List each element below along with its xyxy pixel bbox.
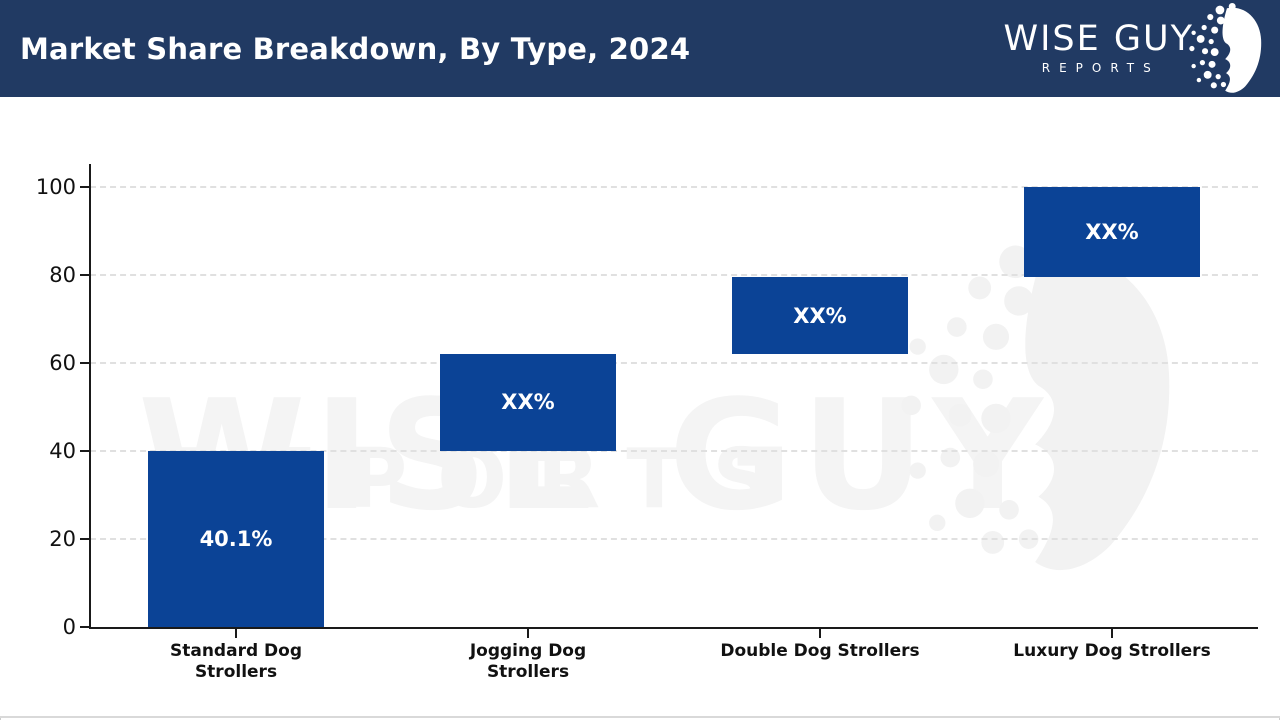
y-tick-label: 20 [49, 527, 76, 551]
y-tick-label: 100 [35, 175, 76, 199]
y-tick-label: 60 [49, 351, 76, 375]
bar-value-label: XX% [1085, 220, 1139, 245]
y-tick-0 [80, 626, 90, 628]
bar-value-label: 40.1% [199, 526, 273, 551]
bar-value-label: XX% [793, 303, 847, 328]
gridline-80 [90, 274, 1258, 276]
y-tick-100 [80, 186, 90, 188]
x-category-label: Standard Dog Strollers [169, 641, 302, 683]
bar-2 [440, 354, 616, 451]
brand-subname: REPORTS [1041, 61, 1160, 75]
brand-logo-text: WISE GUY REPORTS [1003, 19, 1194, 76]
bar-3 [732, 277, 908, 355]
bottom-divider [0, 716, 1280, 718]
brand-name: WISE GUY [1003, 19, 1194, 59]
chart-title: Market Share Breakdown, By Type, 2024 [20, 31, 691, 66]
gridline-60 [90, 362, 1258, 364]
header-banner: Market Share Breakdown, By Type, 2024 WI… [0, 0, 1280, 97]
gridline-40 [90, 450, 1258, 452]
y-tick-label: 40 [49, 439, 76, 463]
y-tick-20 [80, 538, 90, 540]
brand-logo: WISE GUY REPORTS [1003, 2, 1266, 95]
gridline-100 [90, 186, 1258, 188]
x-tick-1 [235, 629, 237, 638]
x-axis-line [89, 627, 1258, 629]
x-category-label: Luxury Dog Strollers [1013, 641, 1211, 661]
bar-4 [1024, 187, 1200, 278]
y-tick-label: 0 [62, 615, 76, 639]
x-tick-4 [1111, 629, 1113, 638]
bar-value-label: XX% [501, 390, 555, 415]
x-tick-3 [819, 629, 821, 638]
y-tick-40 [80, 450, 90, 452]
bar-1 [148, 450, 324, 627]
y-tick-80 [80, 274, 90, 276]
x-tick-2 [527, 629, 529, 638]
x-category-label: Jogging Dog Strollers [469, 641, 587, 683]
chart-area: WISE GUY REPORTS 0 20 40 60 80 100 40.1% Standa… [0, 97, 1280, 716]
y-tick-label: 80 [49, 263, 76, 287]
x-category-label: Double Dog Strollers [720, 641, 920, 661]
y-axis-line [89, 164, 91, 629]
y-tick-60 [80, 362, 90, 364]
brand-head-icon [1189, 2, 1262, 93]
gridline-20 [90, 538, 1258, 540]
